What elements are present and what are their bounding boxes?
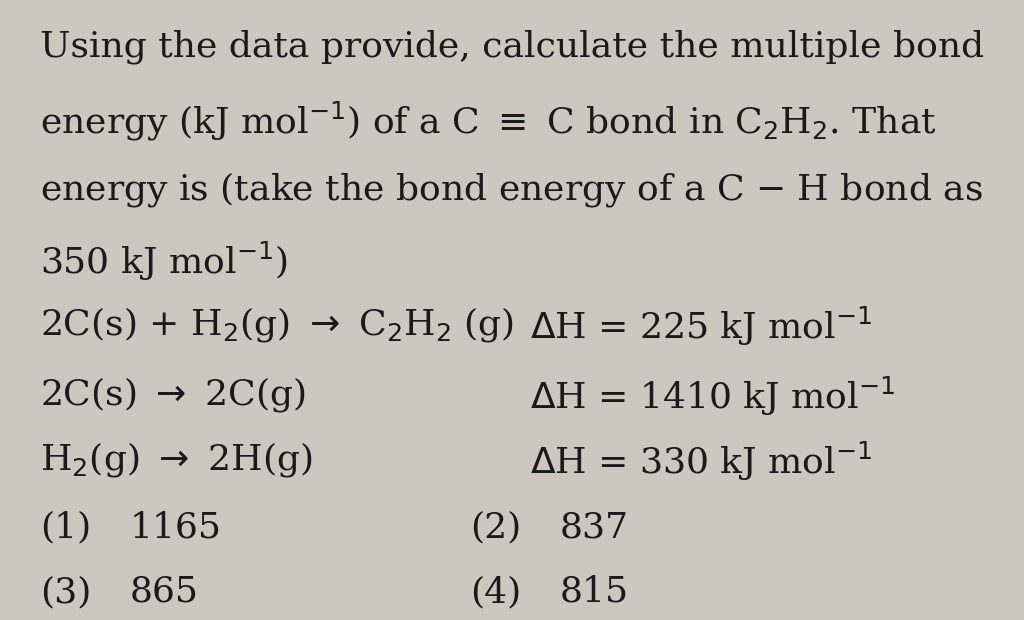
Text: $\Delta$H = 330 kJ mol$^{-1}$: $\Delta$H = 330 kJ mol$^{-1}$ <box>530 440 872 483</box>
Text: energy is (take the bond energy of a C $-$ H bond as: energy is (take the bond energy of a C $… <box>40 170 983 209</box>
Text: 2C(s) + H$_2$(g) $\rightarrow$ C$_2$H$_2$ (g): 2C(s) + H$_2$(g) $\rightarrow$ C$_2$H$_2… <box>40 305 514 344</box>
Text: 350 kJ mol$^{-1}$): 350 kJ mol$^{-1}$) <box>40 240 288 283</box>
Text: 2C(s) $\rightarrow$ 2C(g): 2C(s) $\rightarrow$ 2C(g) <box>40 375 306 414</box>
Text: (4): (4) <box>470 575 521 609</box>
Text: H$_2$(g) $\rightarrow$ 2H(g): H$_2$(g) $\rightarrow$ 2H(g) <box>40 440 312 479</box>
Text: 865: 865 <box>130 575 199 609</box>
Text: $\Delta$H = 1410 kJ mol$^{-1}$: $\Delta$H = 1410 kJ mol$^{-1}$ <box>530 375 896 418</box>
Text: energy (kJ mol$^{-1}$) of a C $\equiv$ C bond in C$_2$H$_2$. That: energy (kJ mol$^{-1}$) of a C $\equiv$ C… <box>40 100 937 143</box>
Text: (3): (3) <box>40 575 91 609</box>
Text: $\Delta$H = 225 kJ mol$^{-1}$: $\Delta$H = 225 kJ mol$^{-1}$ <box>530 305 872 348</box>
Text: 1165: 1165 <box>130 510 222 544</box>
Text: (2): (2) <box>470 510 521 544</box>
Text: (1): (1) <box>40 510 91 544</box>
Text: 837: 837 <box>560 510 629 544</box>
Text: Using the data provide, calculate the multiple bond: Using the data provide, calculate the mu… <box>40 30 984 64</box>
Text: 815: 815 <box>560 575 629 609</box>
